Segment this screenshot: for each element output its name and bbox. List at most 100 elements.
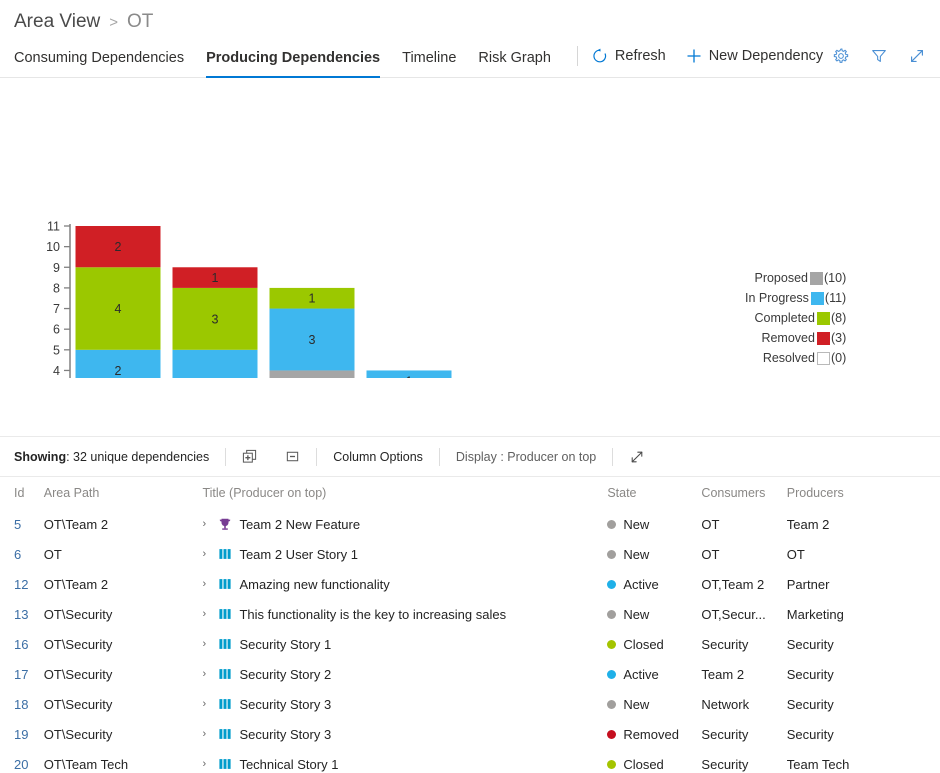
- svg-text:9: 9: [53, 261, 60, 275]
- new-dependency-label: New Dependency: [708, 47, 824, 64]
- title-text[interactable]: Security Story 1: [239, 636, 332, 652]
- toolbar-divider: [576, 45, 578, 66]
- status-badge: [607, 729, 617, 739]
- legend-count: (3): [830, 331, 847, 345]
- expand-row-chevron[interactable]: ›: [202, 518, 207, 530]
- user-story-icon: [218, 547, 232, 561]
- cell-id[interactable]: 6: [14, 546, 22, 562]
- legend-item[interactable]: Completed (8): [745, 308, 847, 328]
- legend-item[interactable]: In Progress (11): [745, 288, 846, 308]
- showing-status: Showing: 32 unique dependencies: [14, 450, 209, 464]
- tab-risk-graph[interactable]: Risk Graph: [478, 49, 551, 66]
- cell-id[interactable]: 19: [14, 726, 29, 742]
- column-header-producers[interactable]: Producers: [786, 486, 844, 500]
- table-row[interactable]: 13 OT\Security › This functionality is the …: [0, 599, 940, 629]
- table-row[interactable]: 18 OT\Security › Security Story 3 New Network…: [0, 689, 940, 719]
- expand-row-chevron[interactable]: ›: [202, 668, 207, 680]
- expand-icon[interactable]: [906, 45, 928, 67]
- column-header-area-path[interactable]: Area Path: [43, 486, 100, 500]
- display-mode-button[interactable]: Display : Producer on top: [455, 449, 597, 464]
- cell-id[interactable]: 18: [14, 696, 29, 712]
- expand-row-chevron[interactable]: ›: [202, 548, 207, 560]
- cell-state: New: [607, 599, 701, 629]
- table-row[interactable]: 5 OT\Team 2 › Team 2 New Feature New OT Team 2: [0, 509, 940, 539]
- cell-id[interactable]: 20: [14, 756, 29, 772]
- column-header-state[interactable]: State: [607, 486, 637, 500]
- filter-icon[interactable]: [868, 45, 890, 67]
- title-text[interactable]: Security Story 3: [239, 726, 332, 742]
- table-row[interactable]: 16 OT\Security › Security Story 1 Closed Secu…: [0, 629, 940, 659]
- cell-id[interactable]: 5: [14, 516, 22, 532]
- expand-row-chevron[interactable]: ›: [202, 758, 207, 770]
- legend-item[interactable]: Proposed (10): [745, 268, 846, 288]
- legend-swatch-in-progress: [810, 291, 824, 305]
- expand-row-chevron[interactable]: ›: [202, 698, 207, 710]
- legend-item[interactable]: Removed (3): [745, 328, 846, 348]
- legend-label: In Progress: [745, 291, 809, 305]
- user-story-icon: [218, 697, 232, 711]
- tab-bar: Consuming Dependencies Producing Depende…: [0, 34, 940, 78]
- svg-text:4: 4: [53, 364, 60, 378]
- expand-row-chevron[interactable]: ›: [202, 608, 207, 620]
- legend-item[interactable]: Resolved (0): [745, 348, 846, 368]
- cell-title: › Team 2 User Story 1: [202, 539, 607, 569]
- cell-area-path: OT\Team 2: [43, 516, 109, 532]
- tab-consuming-dependencies[interactable]: Consuming Dependencies: [14, 49, 185, 66]
- expand-row-chevron[interactable]: ›: [202, 638, 207, 650]
- cell-title: › Security Story 3: [202, 719, 607, 749]
- legend-swatch-completed: [816, 311, 830, 325]
- cell-id[interactable]: 13: [14, 606, 29, 622]
- column-header-consumers[interactable]: Consumers: [701, 486, 766, 500]
- legend-count: (11): [824, 291, 847, 305]
- legend-label: Removed: [761, 331, 815, 345]
- gear-icon[interactable]: [830, 45, 852, 67]
- column-header-id[interactable]: Id: [14, 486, 25, 500]
- table-row[interactable]: 19 OT\Security › Security Story 3 Removed Sec…: [0, 719, 940, 749]
- expand-row-chevron[interactable]: ›: [202, 578, 207, 590]
- refresh-label: Refresh: [614, 47, 666, 64]
- status-badge: [607, 549, 617, 559]
- title-text[interactable]: Technical Story 1: [239, 756, 339, 772]
- status-badge: [607, 579, 617, 589]
- expand-all-icon[interactable]: [242, 449, 257, 464]
- new-dependency-button[interactable]: New Dependency: [686, 48, 823, 64]
- plus-icon: [686, 48, 702, 64]
- cell-id[interactable]: 12: [14, 576, 29, 592]
- svg-text:1: 1: [406, 374, 413, 378]
- cell-producers: OT: [786, 546, 805, 562]
- state-text: Closed: [623, 636, 664, 652]
- grid-expand-icon[interactable]: [629, 449, 645, 465]
- collapse-all-icon[interactable]: [285, 449, 300, 464]
- expand-row-chevron[interactable]: ›: [202, 728, 207, 740]
- title-text[interactable]: Security Story 3: [239, 696, 332, 712]
- feature-icon: [218, 517, 232, 531]
- cell-consumers: Team 2: [701, 666, 745, 682]
- cell-id[interactable]: 17: [14, 666, 29, 682]
- breadcrumb-root[interactable]: Area View: [14, 11, 101, 32]
- table-row[interactable]: 12 OT\Team 2 › Amazing new functionality Act…: [0, 569, 940, 599]
- table-row[interactable]: 17 OT\Security › Security Story 2 Active Team…: [0, 659, 940, 689]
- title-text[interactable]: Security Story 2: [239, 666, 332, 682]
- title-text[interactable]: Amazing new functionality: [239, 576, 390, 592]
- table-body: 5 OT\Team 2 › Team 2 New Feature New OT Team 2…: [0, 509, 940, 773]
- title-text[interactable]: Team 2 New Feature: [239, 516, 361, 532]
- title-text[interactable]: Team 2 User Story 1: [239, 546, 358, 562]
- toolbar-divider: [316, 447, 318, 466]
- state-text: New: [623, 546, 650, 562]
- legend-swatch-resolved: [816, 351, 830, 365]
- refresh-button[interactable]: Refresh: [592, 48, 666, 64]
- title-text[interactable]: This functionality is the key to increas…: [239, 606, 507, 622]
- column-header-title[interactable]: Title (Producer on top): [202, 486, 327, 500]
- tab-producing-dependencies[interactable]: Producing Dependencies: [206, 34, 381, 78]
- table-row[interactable]: 6 OT › Team 2 User Story 1 New OT OT: [0, 539, 940, 569]
- tab-timeline[interactable]: Timeline: [402, 49, 457, 66]
- cell-id[interactable]: 16: [14, 636, 29, 652]
- refresh-icon: [592, 48, 608, 64]
- cell-producers: Security: [786, 726, 834, 742]
- table-row[interactable]: 20 OT\Team Tech › Technical Story 1 Closed Se…: [0, 749, 940, 773]
- cell-area-path: OT\Team Tech: [43, 756, 129, 772]
- column-options-button[interactable]: Column Options: [333, 449, 423, 464]
- cell-producers: Team Tech: [786, 756, 850, 772]
- cell-area-path: OT: [43, 546, 62, 562]
- cell-producers: Security: [786, 636, 834, 652]
